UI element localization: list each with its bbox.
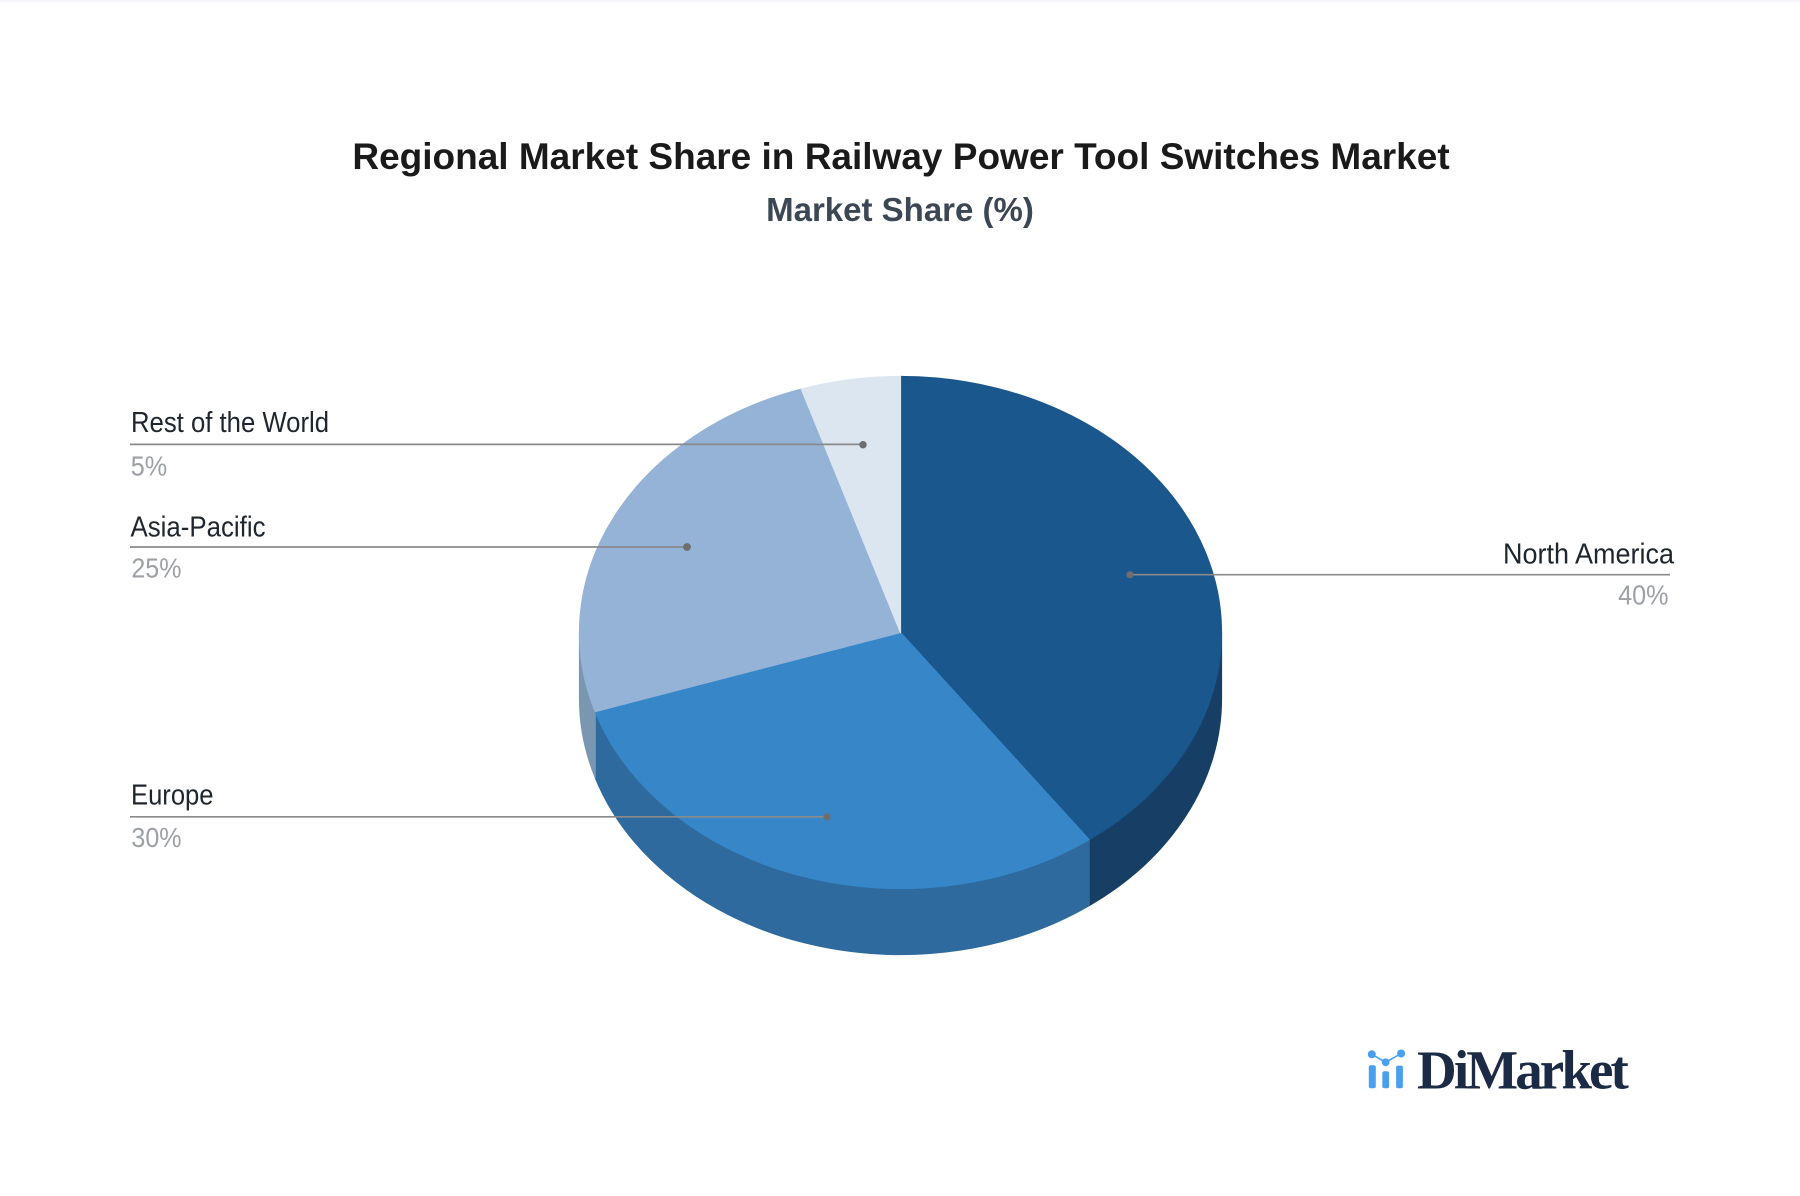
svg-text:North America: North America: [1503, 539, 1675, 571]
svg-text:25%: 25%: [131, 553, 181, 584]
svg-text:5%: 5%: [131, 450, 167, 481]
svg-text:Europe: Europe: [131, 780, 214, 812]
svg-text:40%: 40%: [1618, 579, 1668, 610]
svg-text:Rest of the World: Rest of the World: [131, 407, 329, 439]
svg-text:Asia-Pacific: Asia-Pacific: [131, 512, 266, 544]
svg-text:Market Share (%): Market Share (%): [766, 191, 1034, 228]
svg-text:Regional Market Share in Railw: Regional Market Share in Railway Power T…: [352, 136, 1449, 177]
svg-text:30%: 30%: [131, 822, 181, 853]
svg-text:DiMarket: DiMarket: [1417, 1040, 1630, 1101]
